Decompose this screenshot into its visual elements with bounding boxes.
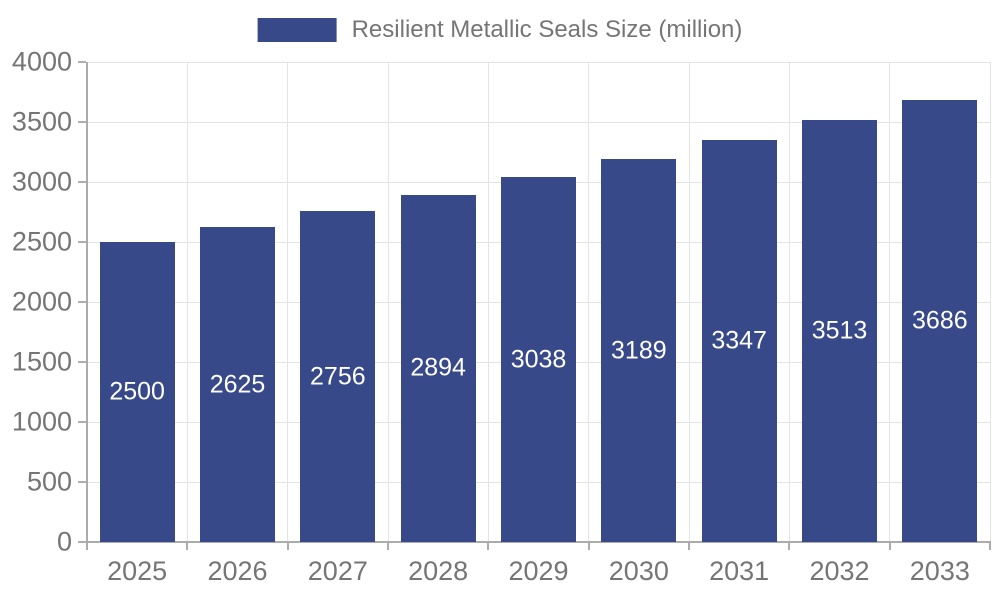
bar-2032 bbox=[802, 120, 877, 542]
y-axis-line bbox=[86, 62, 88, 550]
bar-2027 bbox=[300, 211, 376, 542]
y-axis-tick-label: 3500 bbox=[11, 106, 72, 137]
y-axis-tick bbox=[78, 61, 86, 63]
x-axis-line bbox=[87, 541, 990, 543]
bar-value-label: 2500 bbox=[109, 377, 165, 406]
y-axis-tick-label: 2000 bbox=[11, 286, 72, 317]
chart-legend: Resilient Metallic Seals Size (million) bbox=[257, 16, 743, 44]
y-axis-tick-label: 500 bbox=[26, 466, 72, 497]
bar-value-label: 3686 bbox=[912, 306, 968, 335]
bar-value-label: 3038 bbox=[510, 345, 567, 374]
x-axis-tick-label: 2025 bbox=[107, 556, 168, 586]
y-axis-tick bbox=[78, 121, 86, 123]
gridline-vertical bbox=[989, 62, 991, 542]
bar-value-label: 2756 bbox=[310, 362, 366, 391]
y-axis-tick-label: 0 bbox=[56, 526, 72, 557]
bar-value-label: 3189 bbox=[611, 336, 667, 365]
x-axis-tick-label: 2027 bbox=[307, 556, 368, 586]
bar-2025 bbox=[99, 242, 175, 542]
bar-value-label: 3347 bbox=[711, 326, 767, 355]
gridline-vertical bbox=[788, 62, 790, 542]
x-axis-tick-label: 2030 bbox=[608, 556, 669, 586]
bar-2028 bbox=[400, 194, 476, 542]
legend-label: Resilient Metallic Seals Size (million) bbox=[351, 16, 743, 43]
gridline-vertical bbox=[889, 62, 891, 542]
y-axis-tick bbox=[78, 361, 86, 363]
x-axis-tick bbox=[186, 541, 189, 550]
gridline-horizontal bbox=[87, 121, 990, 123]
bar-2031 bbox=[701, 140, 777, 542]
gridline-vertical bbox=[387, 62, 389, 542]
bar-value-label: 2894 bbox=[410, 353, 466, 382]
y-axis-tick-label: 1500 bbox=[11, 346, 72, 377]
bar-value-label: 3513 bbox=[811, 316, 868, 345]
x-axis-tick bbox=[989, 541, 991, 550]
x-axis-tick-label: 2031 bbox=[709, 556, 770, 586]
x-axis-tick-label: 2032 bbox=[809, 556, 870, 586]
x-axis-tick bbox=[487, 541, 490, 550]
bar-2033 bbox=[902, 99, 978, 542]
plot-area: 2500 2625 2756 2894 3038 3189 3347 3513 3686 bbox=[78, 61, 991, 550]
bar-2026 bbox=[200, 227, 275, 542]
y-axis-tick bbox=[78, 541, 86, 543]
y-axis-tick bbox=[78, 301, 86, 303]
x-axis-tick bbox=[888, 541, 891, 550]
gridline-vertical bbox=[186, 62, 188, 542]
bar-2029 bbox=[501, 177, 576, 542]
x-axis-tick-label: 2029 bbox=[508, 556, 569, 586]
x-axis-tick-label: 2028 bbox=[408, 556, 469, 586]
y-axis-tick-label: 1000 bbox=[11, 406, 72, 437]
y-axis-tick-label: 2500 bbox=[11, 226, 72, 257]
x-axis-tick-label: 2033 bbox=[909, 556, 970, 586]
gridline-vertical bbox=[588, 62, 590, 542]
y-axis-tick bbox=[78, 421, 86, 423]
y-axis-tick-label: 4000 bbox=[11, 46, 72, 77]
gridline-vertical bbox=[287, 62, 289, 542]
x-axis-tick-label: 2026 bbox=[207, 556, 268, 586]
gridline-horizontal bbox=[87, 61, 990, 63]
y-axis-tick bbox=[78, 241, 86, 243]
bar-value-label: 2625 bbox=[209, 370, 266, 398]
y-axis-tick-label: 3000 bbox=[11, 166, 72, 197]
y-axis-tick bbox=[78, 181, 86, 183]
x-axis-tick bbox=[286, 541, 289, 550]
x-axis-tick bbox=[587, 541, 590, 550]
x-axis-tick bbox=[788, 541, 791, 550]
gridline-vertical bbox=[487, 62, 489, 542]
bar-2030 bbox=[601, 159, 677, 542]
y-axis-tick bbox=[78, 481, 86, 483]
x-axis-tick bbox=[387, 541, 389, 550]
legend-swatch-icon bbox=[257, 18, 337, 42]
x-axis-tick bbox=[688, 541, 690, 550]
gridline-vertical bbox=[688, 62, 690, 542]
